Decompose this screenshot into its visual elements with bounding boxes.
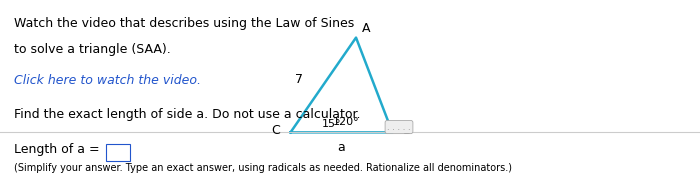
FancyBboxPatch shape [106, 144, 130, 161]
Text: A: A [362, 22, 370, 36]
Text: Click here to watch the video.: Click here to watch the video. [14, 74, 201, 87]
Text: 15°: 15° [322, 119, 342, 129]
Text: a: a [337, 141, 345, 154]
Text: (Simplify your answer. Type an exact answer, using radicals as needed. Rationali: (Simplify your answer. Type an exact ans… [14, 163, 512, 173]
Text: B: B [403, 124, 412, 137]
Text: . . . . .: . . . . . [387, 123, 411, 132]
Text: C: C [272, 124, 280, 137]
Text: 120°: 120° [333, 117, 360, 127]
Text: Watch the video that describes using the Law of Sines: Watch the video that describes using the… [14, 17, 354, 30]
Text: Length of a =: Length of a = [14, 143, 104, 156]
Text: to solve a triangle (SAA).: to solve a triangle (SAA). [14, 43, 171, 56]
Text: 7: 7 [295, 73, 303, 86]
Text: Find the exact length of side a. Do not use a calculator.: Find the exact length of side a. Do not … [14, 108, 360, 121]
